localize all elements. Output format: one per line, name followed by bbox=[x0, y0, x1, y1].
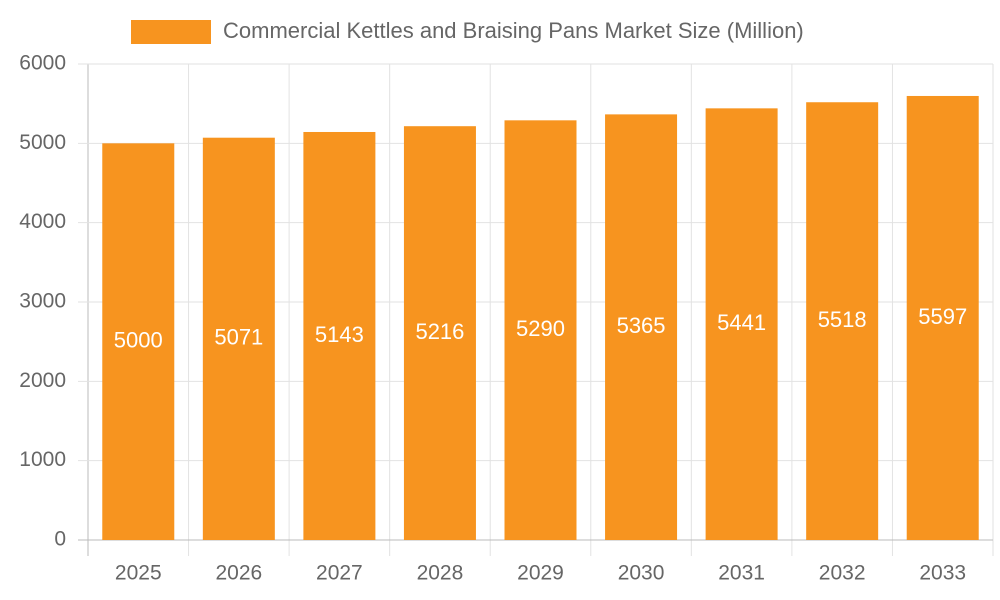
legend-label: Commercial Kettles and Braising Pans Mar… bbox=[223, 18, 804, 43]
y-tick-label: 5000 bbox=[19, 131, 66, 154]
bar bbox=[806, 102, 879, 540]
y-tick-label: 6000 bbox=[19, 52, 66, 75]
legend-swatch bbox=[131, 20, 211, 44]
y-tick-label: 3000 bbox=[19, 290, 66, 313]
x-tick-label: 2030 bbox=[618, 562, 665, 585]
x-tick-label: 2032 bbox=[819, 562, 866, 585]
x-tick-label: 2033 bbox=[919, 562, 966, 585]
y-tick-label: 0 bbox=[54, 528, 66, 551]
x-tick-label: 2031 bbox=[718, 562, 765, 585]
bar bbox=[906, 95, 979, 540]
data-label: 5143 bbox=[315, 322, 364, 347]
bar bbox=[102, 143, 175, 541]
x-tick-label: 2026 bbox=[215, 562, 262, 585]
bar bbox=[605, 114, 678, 541]
data-label: 5518 bbox=[818, 307, 867, 332]
data-label: 5216 bbox=[415, 319, 464, 344]
bar bbox=[403, 126, 476, 541]
x-tick-label: 2029 bbox=[517, 562, 564, 585]
x-tick-label: 2025 bbox=[115, 562, 162, 585]
bar bbox=[303, 131, 376, 541]
data-label: 5000 bbox=[114, 327, 163, 352]
bar bbox=[504, 120, 577, 541]
bar bbox=[705, 108, 778, 540]
x-tick-label: 2028 bbox=[417, 562, 464, 585]
data-label: 5071 bbox=[214, 325, 263, 350]
y-tick-label: 4000 bbox=[19, 210, 66, 233]
bar bbox=[202, 137, 275, 540]
data-label: 5290 bbox=[516, 316, 565, 341]
data-label: 5597 bbox=[918, 304, 967, 329]
data-label: 5365 bbox=[617, 313, 666, 338]
data-label: 5441 bbox=[717, 310, 766, 335]
y-tick-label: 1000 bbox=[19, 448, 66, 471]
y-tick-label: 2000 bbox=[19, 369, 66, 392]
x-tick-label: 2027 bbox=[316, 562, 363, 585]
